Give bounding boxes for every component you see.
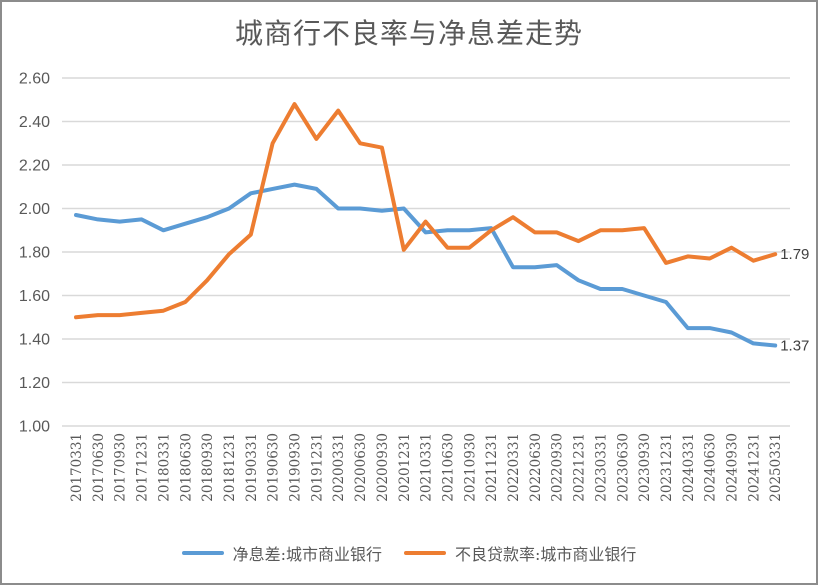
x-axis-tick-label: 20180630 [178,433,194,502]
legend-label-0: 净息差:城市商业银行 [232,545,382,564]
x-axis-tick-label: 20190630 [266,433,282,502]
x-axis-tick-label: 20210630 [440,433,456,502]
x-axis-tick-label: 20211231 [484,433,500,502]
x-axis-tick-label: 20240930 [725,433,741,502]
x-axis-tick-label: 20171231 [135,433,151,502]
y-axis-tick-label: 2.00 [19,201,50,218]
legend-swatch-1 [404,551,446,555]
series-end-data-label-1: 1.79 [780,246,809,263]
chart-title: 城商行不良率与净息差走势 [234,17,583,50]
x-axis-tick-label: 20181231 [222,433,238,502]
y-axis-tick-label: 1.40 [19,332,50,349]
x-axis-tick-label: 20221231 [572,433,588,502]
y-axis-tick-label: 1.20 [19,375,50,392]
series-line-0 [74,182,778,348]
x-axis-tick-label: 20200930 [375,433,391,502]
x-axis-tick-label: 20240331 [681,433,697,502]
x-axis-tick-label: 20190331 [244,433,260,502]
y-axis-tick-label: 1.00 [19,419,50,436]
x-axis-tick-label: 20230630 [615,433,631,502]
x-axis-tick-label: 20250331 [768,433,784,502]
legend-item-0: 净息差:城市商业银行 [181,541,382,565]
x-axis-tick-label: 20201231 [397,433,413,502]
x-axis-tick-label: 20220331 [506,433,522,502]
x-axis-tick-label: 20200331 [331,433,347,502]
x-axis-tick-label: 20220630 [528,433,544,502]
x-axis-tick-label: 20230930 [637,433,653,502]
x-axis-tick-label: 20240630 [703,433,719,502]
series-end-data-label-0: 1.37 [780,338,809,355]
y-axis-tick-label: 1.60 [19,288,50,305]
legend-label-1: 不良贷款率:城市商业银行 [455,545,637,564]
y-axis-tick-label: 2.20 [19,158,50,175]
x-axis-tick-label: 20210930 [462,433,478,502]
x-axis-tick-label: 20230331 [593,433,609,502]
y-axis-tick-label: 2.60 [19,71,50,88]
x-axis-tick-label: 20170930 [113,433,129,502]
x-axis-tick-label: 20210331 [419,433,435,502]
x-axis-tick-label: 20231231 [659,433,675,502]
legend-swatch-0 [181,551,224,555]
x-axis-tick-label: 20180331 [156,433,172,502]
x-axis-tick-label: 20241231 [746,433,762,502]
x-axis-tick-label: 20180930 [200,433,216,502]
x-axis-tick-label: 20191231 [309,433,325,502]
x-axis-tick-label: 20170630 [91,433,107,502]
y-axis-tick-label: 1.80 [19,245,50,262]
chart-legend: 净息差:城市商业银行 不良贷款率:城市商业银行 [0,541,818,565]
x-axis-tick-label: 20200630 [353,433,369,502]
x-axis-tick-label: 20170331 [69,433,85,502]
x-axis-tick-label: 20220930 [550,433,566,502]
series-line-1 [74,102,778,320]
legend-item-1: 不良贷款率:城市商业银行 [404,541,636,565]
x-axis-tick-label: 20190930 [288,433,304,502]
y-axis-tick-label: 2.40 [19,114,50,131]
